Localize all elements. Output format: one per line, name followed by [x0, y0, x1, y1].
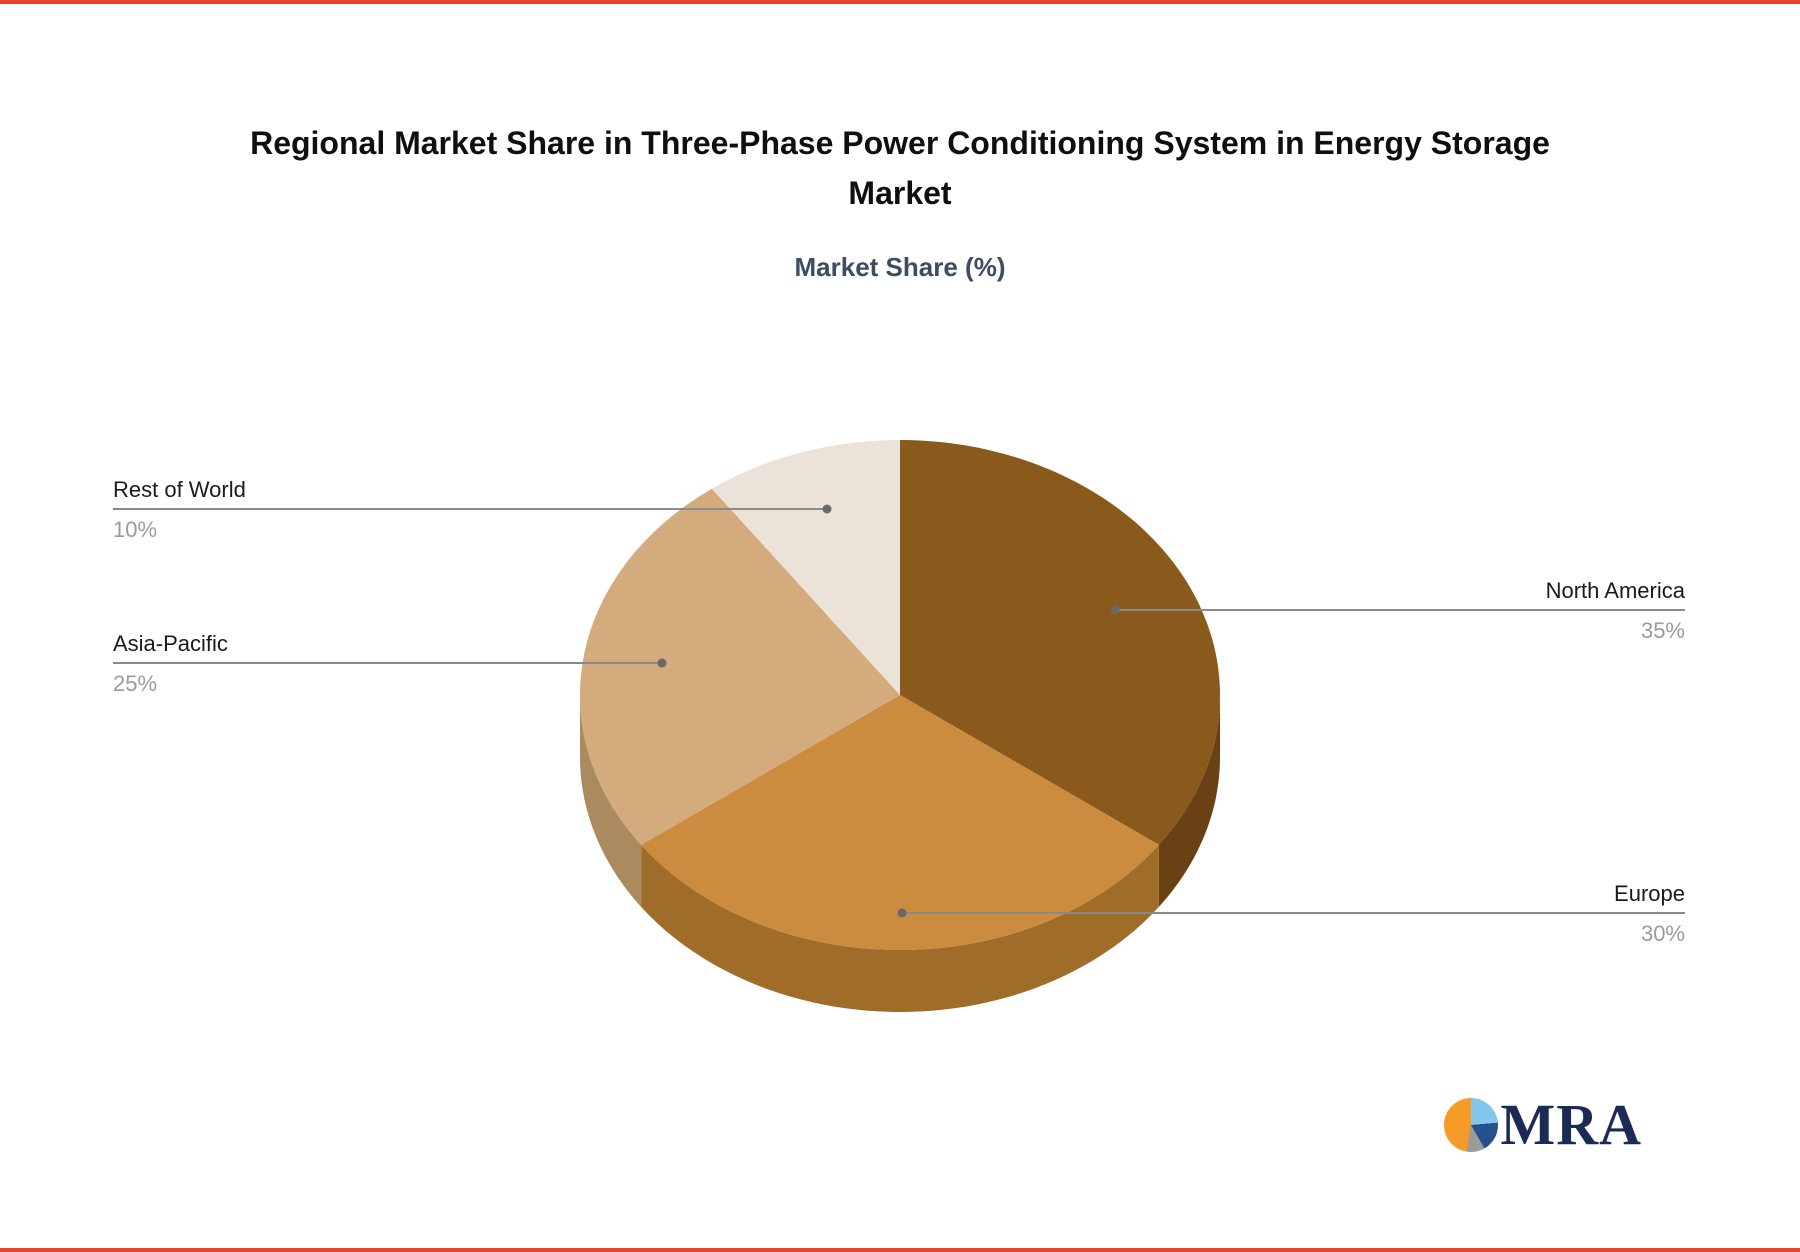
pie-slice-rest-of-world[interactable] — [711, 440, 900, 695]
callout-label: Rest of World — [113, 477, 246, 502]
pie-slice-side-europe — [641, 844, 1159, 1012]
pie-chart-icon — [1444, 1098, 1499, 1152]
pie-slice-side-asia-pacific — [580, 695, 642, 907]
callout-asia-pacific: Asia-Pacific 25% — [113, 629, 228, 699]
bottom-border — [0, 1248, 1800, 1252]
pie-slice-europe[interactable] — [641, 695, 1159, 950]
chart-title-line-1: Regional Market Share in Three-Phase Pow… — [250, 125, 1550, 161]
callout-europe: Europe 30% — [1614, 879, 1685, 949]
callout-dot-north-america — [1110, 605, 1120, 615]
callout-value: 25% — [113, 671, 158, 696]
callout-value: 30% — [1640, 921, 1685, 946]
mra-logo: MRA — [1444, 1096, 1642, 1154]
callout-value: 35% — [1640, 618, 1685, 643]
top-border — [0, 0, 1800, 4]
pie-slice-asia-pacific[interactable] — [580, 488, 900, 845]
callout-label: Asia-Pacific — [113, 631, 228, 656]
callout-label: North America — [1545, 578, 1685, 603]
callout-label: Europe — [1614, 881, 1685, 906]
mra-logo-text: MRA — [1500, 1092, 1642, 1157]
callout-dot-asia-pacific — [657, 658, 667, 668]
chart-subtitle: Market Share (%) — [794, 252, 1006, 282]
callout-rest-of-world: Rest of World 10% — [113, 475, 246, 545]
callout-north-america: North America 35% — [1546, 576, 1685, 646]
pie-slice-north-america[interactable] — [900, 440, 1221, 845]
callout-dot-rest-of-world — [822, 504, 832, 514]
callout-value: 10% — [113, 517, 158, 542]
pie-slice-side-north-america — [1158, 695, 1220, 907]
chart-title-line-2: Market — [848, 175, 952, 211]
callout-dot-europe — [897, 908, 907, 918]
chart-title: Regional Market Share in Three-Phase Pow… — [0, 118, 1800, 218]
